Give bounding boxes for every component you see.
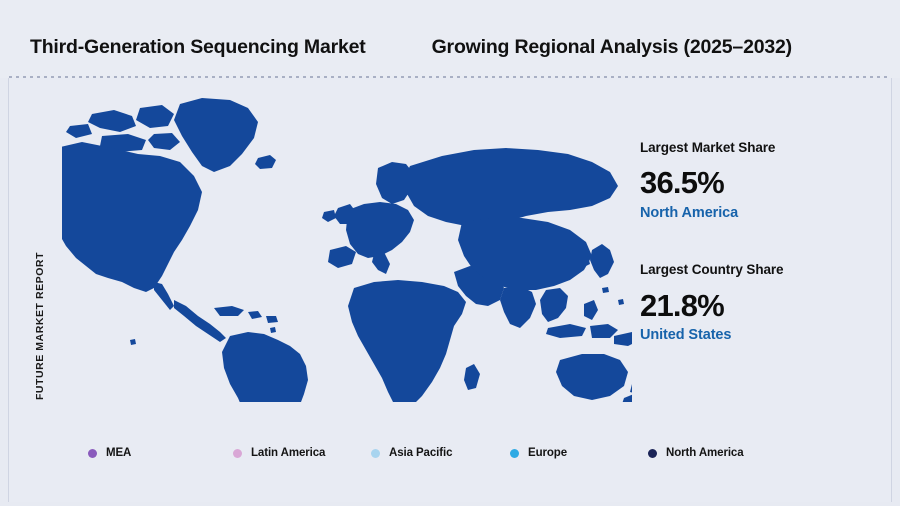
region-caribbean-a xyxy=(214,306,244,316)
stat-region: United States xyxy=(640,327,732,344)
legend-item-europe: Europe xyxy=(510,447,567,459)
stat-label: Largest Market Share xyxy=(640,140,776,155)
region-indonesia-a xyxy=(546,324,586,338)
region-africa xyxy=(348,280,466,402)
stat-region: North America xyxy=(640,204,739,221)
region-japan xyxy=(590,244,614,278)
region-iceland xyxy=(255,155,276,169)
region-arctic-islands-d xyxy=(148,133,180,150)
region-caribbean-c xyxy=(266,316,278,323)
region-philippines xyxy=(584,300,598,320)
legend-item-mea: MEA xyxy=(88,447,131,459)
brand-vertical-text: FUTURE MARKET REPORT xyxy=(34,251,46,401)
region-india xyxy=(500,286,536,328)
legend-dot-icon xyxy=(371,448,380,458)
region-korea xyxy=(580,256,590,268)
region-south-america xyxy=(222,332,308,402)
region-islet-b xyxy=(618,299,624,305)
stats-panel: Largest Market Share 36.5% North America… xyxy=(640,140,890,345)
region-arctic-islands-e xyxy=(66,124,92,138)
region-islet-c xyxy=(270,327,276,333)
header-titles: Third-Generation Sequencing Market Growi… xyxy=(30,36,878,59)
stat-largest-market-share: Largest Market Share 36.5% North America xyxy=(640,140,890,222)
legend-label: MEA xyxy=(106,447,132,459)
region-scandinavia xyxy=(376,162,414,204)
stat-value: 21.8% xyxy=(640,287,725,323)
legend: MEA Latin America Asia Pacific Europe No… xyxy=(88,447,788,467)
region-arctic-islands-a xyxy=(88,110,136,132)
region-british-isles xyxy=(334,204,356,224)
legend-label: Asia Pacific xyxy=(389,447,453,459)
header: Third-Generation Sequencing Market Growi… xyxy=(0,0,900,78)
legend-dot-icon xyxy=(233,448,242,458)
legend-dot-icon xyxy=(510,448,519,458)
region-europe xyxy=(346,202,414,258)
page-subtitle: Growing Regional Analysis (2025–2032) xyxy=(431,36,793,58)
region-ireland xyxy=(322,210,336,222)
map-landmasses xyxy=(62,98,632,402)
world-map-svg xyxy=(62,92,632,402)
region-asia xyxy=(458,218,592,290)
header-divider xyxy=(9,76,891,78)
brand-vertical-label: FUTURE MARKET REPORT xyxy=(31,236,49,416)
region-arctic-islands-b xyxy=(136,105,174,128)
region-new-guinea xyxy=(614,332,632,346)
legend-dot-icon xyxy=(88,448,97,458)
region-italy xyxy=(372,252,390,274)
region-madagascar xyxy=(464,364,480,390)
region-new-zealand-n xyxy=(630,384,632,393)
region-iberia xyxy=(328,246,356,268)
stat-value: 36.5% xyxy=(640,165,725,201)
region-islet-e xyxy=(130,339,136,345)
region-greenland xyxy=(174,98,258,172)
region-caribbean-b xyxy=(248,311,262,319)
region-southeast-asia xyxy=(540,288,568,322)
legend-item-asia-pacific: Asia Pacific xyxy=(371,447,452,459)
region-indonesia-b xyxy=(590,324,618,338)
world-map xyxy=(62,92,632,402)
region-russia xyxy=(404,148,618,226)
legend-item-north-america: North America xyxy=(648,447,744,459)
region-islet-a xyxy=(602,287,609,293)
region-australia xyxy=(556,354,628,400)
legend-label: North America xyxy=(666,447,744,459)
stat-largest-country-share: Largest Country Share 21.8% United State… xyxy=(640,262,890,344)
stat-label: Largest Country Share xyxy=(640,262,784,278)
legend-dot-icon xyxy=(648,448,657,458)
legend-label: Europe xyxy=(528,447,568,459)
region-north-america xyxy=(62,142,202,292)
region-arctic-islands-c xyxy=(100,134,146,152)
region-baja-california xyxy=(154,282,174,310)
page-title: Third-Generation Sequencing Market xyxy=(30,36,366,58)
region-new-zealand-s xyxy=(622,394,632,402)
legend-item-latin-america: Latin America xyxy=(233,447,325,459)
region-central-america xyxy=(174,300,226,342)
legend-label: Latin America xyxy=(251,447,326,459)
